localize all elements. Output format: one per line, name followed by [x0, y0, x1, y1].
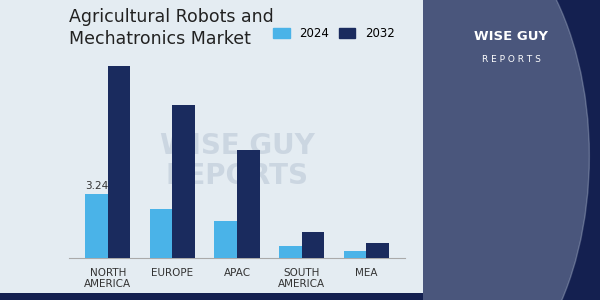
Bar	[366, 243, 389, 258]
Bar	[150, 209, 172, 258]
Bar	[302, 232, 324, 258]
Circle shape	[299, 0, 589, 300]
Bar	[344, 251, 366, 258]
Bar	[85, 194, 108, 258]
Text: R E P O R T S: R E P O R T S	[482, 56, 541, 64]
Bar	[237, 150, 260, 258]
Text: REPORTS: REPORTS	[166, 162, 308, 190]
Bar	[279, 246, 302, 258]
Text: 3.24: 3.24	[85, 182, 108, 191]
Text: WISE GUY: WISE GUY	[160, 132, 314, 160]
Text: Agricultural Robots and
Mechatronics Market: Agricultural Robots and Mechatronics Mar…	[69, 8, 274, 48]
Bar	[172, 105, 195, 258]
Legend: 2024, 2032: 2024, 2032	[269, 22, 399, 44]
Bar	[108, 66, 130, 258]
Bar	[214, 221, 237, 258]
Text: WISE GUY: WISE GUY	[475, 29, 548, 43]
